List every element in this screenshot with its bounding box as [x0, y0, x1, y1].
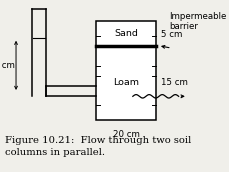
Text: Figure 10.21:  Flow through two soil
columns in parallel.: Figure 10.21: Flow through two soil colu…: [5, 136, 191, 157]
Text: 5 cm: 5 cm: [161, 30, 183, 39]
Text: 20 cm: 20 cm: [112, 130, 139, 139]
Text: Impermeable
barrier: Impermeable barrier: [169, 12, 227, 31]
Text: Sand: Sand: [114, 29, 138, 38]
Text: 10 cm: 10 cm: [0, 61, 15, 70]
Text: Loam: Loam: [113, 78, 139, 88]
Text: 15 cm: 15 cm: [161, 78, 188, 88]
Bar: [96, 21, 156, 120]
